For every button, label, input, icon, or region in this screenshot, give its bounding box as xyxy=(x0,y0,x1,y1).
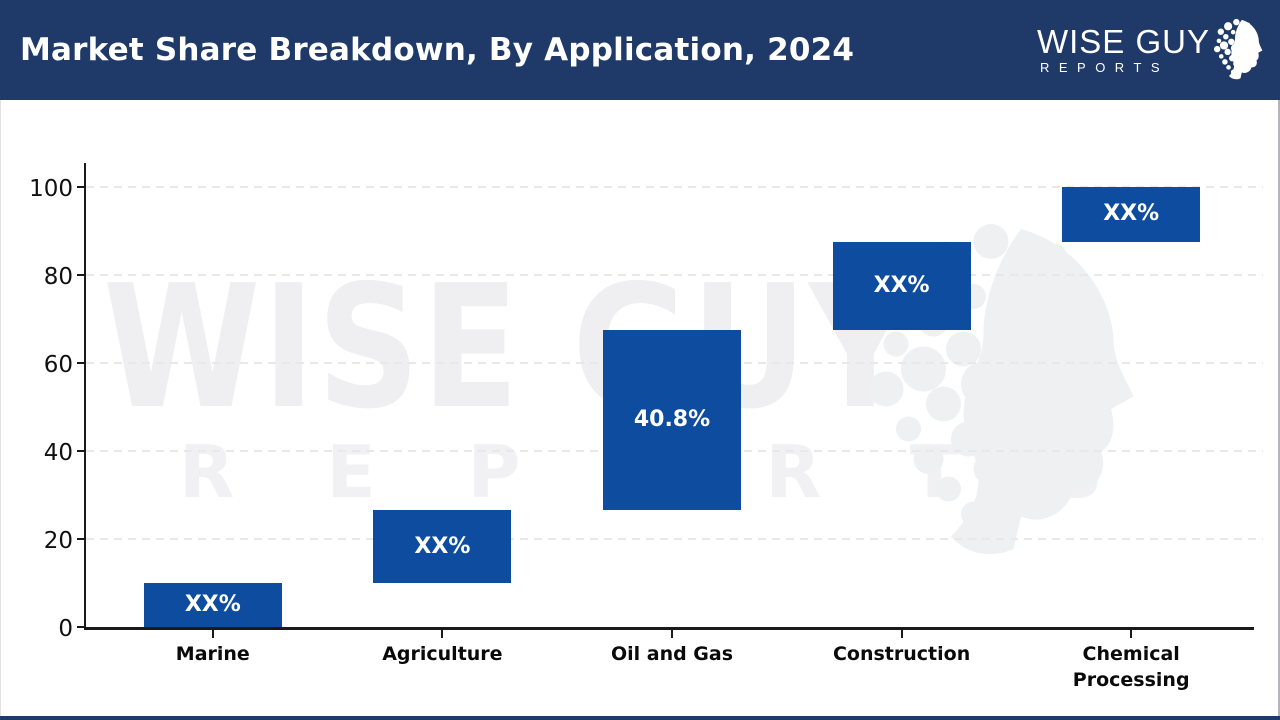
x-axis-line xyxy=(84,627,1254,630)
y-axis-line xyxy=(84,163,86,630)
bar-value-label: XX% xyxy=(1103,201,1160,227)
head-profile-dots-icon xyxy=(1213,18,1263,80)
y-tick-label-80: 80 xyxy=(43,264,73,290)
x-category-label: Construction xyxy=(832,643,971,665)
chart-canvas: WISE GUY REPORTS 020406080100XX%MarineXX… xyxy=(0,100,1280,716)
y-tickmark-20 xyxy=(77,538,85,540)
gridline-100 xyxy=(86,186,1263,188)
x-tickmark-3 xyxy=(900,630,903,638)
footer-accent-bar xyxy=(0,716,1280,720)
x-category-label: Marine xyxy=(175,643,250,665)
brand-subtitle: REPORTS xyxy=(1039,60,1170,76)
bar-marine: XX% xyxy=(143,583,282,627)
bar-value-label: XX% xyxy=(414,533,471,559)
bar-oil-and-gas: 40.8% xyxy=(603,330,741,510)
x-category-label: Oil and Gas xyxy=(610,643,734,665)
bar-construction: XX% xyxy=(832,241,971,331)
watermark-brand-name: WISE GUY xyxy=(103,249,914,447)
y-tickmark-100 xyxy=(77,186,85,188)
x-tickmark-0 xyxy=(211,630,214,638)
gridline-20 xyxy=(86,538,1263,540)
y-tickmark-60 xyxy=(77,362,85,364)
y-tickmark-40 xyxy=(77,450,85,452)
y-tick-label-40: 40 xyxy=(43,440,73,466)
x-tickmark-1 xyxy=(441,630,444,638)
bar-agriculture: XX% xyxy=(373,510,512,583)
bar-value-label: XX% xyxy=(873,273,930,299)
y-tickmark-0 xyxy=(77,626,85,628)
gridline-80 xyxy=(86,274,1263,276)
y-tickmark-80 xyxy=(77,274,85,276)
brand-name: WISE GUY xyxy=(1036,22,1210,60)
x-tickmark-4 xyxy=(1130,630,1133,638)
bar-chemical-processing: XX% xyxy=(1062,187,1201,242)
x-tickmark-2 xyxy=(671,630,673,638)
bar-value-label: 40.8% xyxy=(633,407,711,433)
page-title: Market Share Breakdown, By Application, … xyxy=(20,32,855,68)
x-category-label: Chemical Processing xyxy=(1072,643,1190,691)
y-tick-label-20: 20 xyxy=(43,528,73,554)
bar-value-label: XX% xyxy=(184,592,241,617)
report-header: Market Share Breakdown, By Application, … xyxy=(0,0,1280,100)
brand-logo-text: WISE GUY REPORTS xyxy=(1036,22,1210,76)
brand-logo: WISE GUY REPORTS xyxy=(1037,18,1280,82)
x-category-label: Agriculture xyxy=(382,643,503,665)
y-tick-label-0: 0 xyxy=(58,616,73,642)
y-tick-label-60: 60 xyxy=(43,352,73,378)
y-tick-label-100: 100 xyxy=(29,176,73,202)
